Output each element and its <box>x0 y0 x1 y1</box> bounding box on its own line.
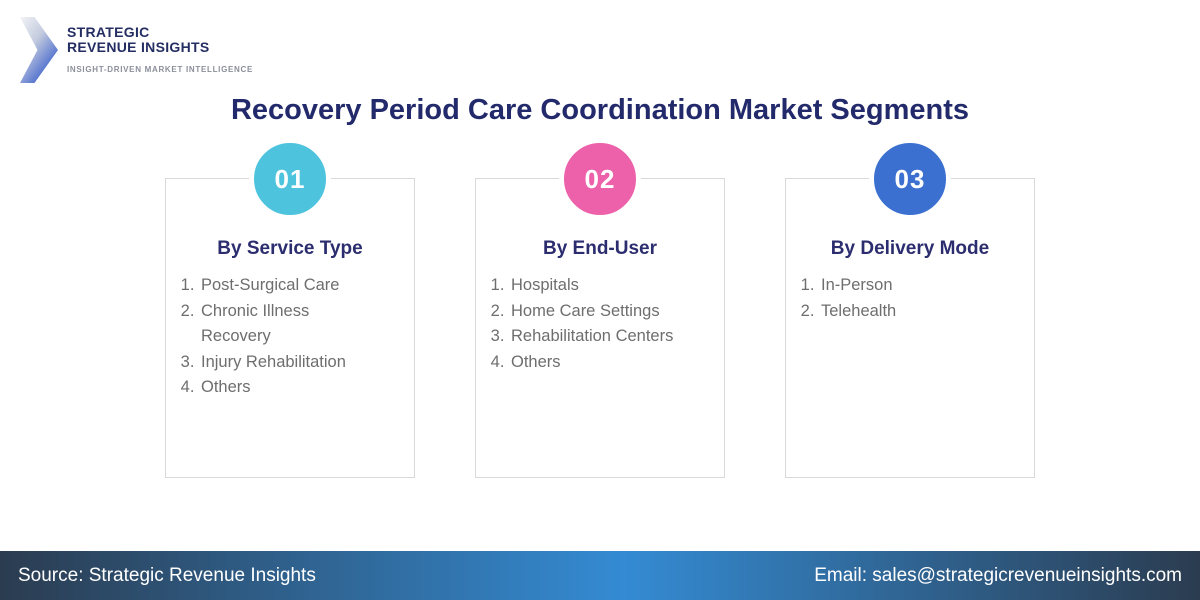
list-item: Post-Surgical Care <box>199 273 371 299</box>
card-item-list: Hospitals Home Care Settings Rehabilitat… <box>476 273 681 375</box>
chevron-logo-icon <box>20 17 58 83</box>
list-item: Chronic Illness Recovery <box>199 299 371 350</box>
segment-card-service-type: 01 By Service Type Post-Surgical Care Ch… <box>165 138 415 478</box>
logo-line-1: STRATEGIC <box>67 24 150 40</box>
segment-cards: 01 By Service Type Post-Surgical Care Ch… <box>0 138 1200 478</box>
segment-card-delivery-mode: 03 By Delivery Mode In-Person Telehealth <box>785 138 1035 478</box>
card-number-badge: 01 <box>249 138 331 220</box>
email-text: Email: sales@strategicrevenueinsights.co… <box>814 564 1182 586</box>
list-item: Hospitals <box>509 273 681 299</box>
list-item: Injury Rehabilitation <box>199 350 371 376</box>
logo-text-block: STRATEGIC REVENUE INSIGHTS INSIGHT-DRIVE… <box>67 17 254 75</box>
list-item: Telehealth <box>819 299 991 325</box>
list-item: Others <box>509 350 681 376</box>
list-item: Rehabilitation Centers <box>509 324 681 350</box>
card-heading: By Delivery Mode <box>830 238 990 259</box>
list-item: Others <box>199 375 371 401</box>
page-title: Recovery Period Care Coordination Market… <box>230 94 970 126</box>
logo-tagline: INSIGHT-DRIVEN MARKET INTELLIGENCE <box>67 65 254 74</box>
card-number-badge: 03 <box>869 138 951 220</box>
card-heading: By End-User <box>542 238 658 259</box>
footer-bar: Source: Strategic Revenue Insights Email… <box>0 551 1200 600</box>
brand-logo: STRATEGIC REVENUE INSIGHTS INSIGHT-DRIVE… <box>20 17 253 83</box>
source-text: Source: Strategic Revenue Insights <box>18 564 316 586</box>
card-number-badge: 02 <box>559 138 641 220</box>
card-item-list: In-Person Telehealth <box>786 273 991 324</box>
segment-card-end-user: 02 By End-User Hospitals Home Care Setti… <box>475 138 725 478</box>
card-item-list: Post-Surgical Care Chronic Illness Recov… <box>166 273 371 401</box>
card-heading: By Service Type <box>217 238 363 259</box>
list-item: In-Person <box>819 273 991 299</box>
list-item: Home Care Settings <box>509 299 681 325</box>
logo-line-2: REVENUE INSIGHTS <box>67 39 210 55</box>
